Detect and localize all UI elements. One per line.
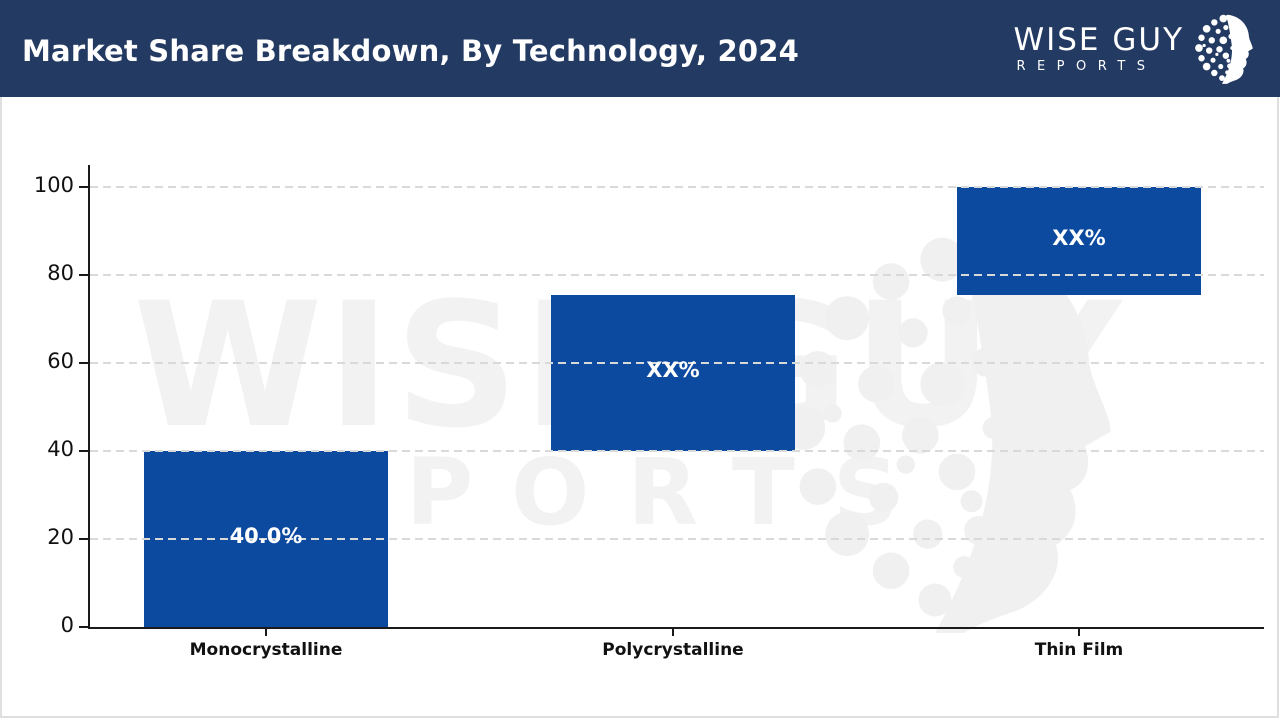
chart-canvas: WISE GUY REPORTS 0 20 40 60 80 100 40.0% Monocr…	[0, 97, 1280, 720]
category-label: Polycrystalline	[602, 640, 744, 660]
gridline	[90, 538, 1264, 540]
y-tick-label: 60	[47, 349, 74, 373]
y-tick-mark	[79, 186, 88, 188]
x-tick-mark	[1078, 627, 1080, 636]
y-tick-mark	[79, 450, 88, 452]
gridline	[90, 274, 1264, 276]
gridline	[90, 450, 1264, 452]
y-tick-mark	[79, 362, 88, 364]
brand-subname: REPORTS	[1016, 58, 1157, 74]
gridline	[90, 362, 1264, 364]
x-tick-mark	[265, 627, 267, 636]
bar	[957, 187, 1201, 295]
y-tick-label: 100	[33, 173, 74, 197]
brand-logo: WISE GUY REPORTS	[1013, 14, 1254, 84]
bar-value-label: XX%	[646, 357, 700, 382]
bar	[551, 294, 795, 451]
plot-area: 0 20 40 60 80 100 40.0% Monocrystalline XX% Polyc…	[34, 165, 1264, 660]
page-title: Market Share Breakdown, By Technology, 2…	[22, 33, 800, 68]
y-tick-label: 80	[47, 261, 74, 285]
y-tick-mark	[79, 538, 88, 540]
brand-name: WISE GUY	[1013, 21, 1184, 58]
y-tick-mark	[79, 274, 88, 276]
brand-logo-text: WISE GUY REPORTS	[1013, 21, 1184, 74]
dotted-face-logo-icon	[1190, 12, 1254, 84]
category-label: Monocrystalline	[189, 640, 343, 660]
bar-value-label: XX%	[1052, 225, 1106, 250]
y-tick-label: 20	[47, 525, 74, 549]
y-tick-label: 0	[60, 613, 74, 637]
bar-value-label: 40.0%	[229, 524, 303, 548]
header: Market Share Breakdown, By Technology, 2…	[0, 0, 1280, 97]
x-tick-mark	[672, 627, 674, 636]
y-tick-mark	[79, 626, 88, 628]
category-label: Thin Film	[1034, 640, 1124, 660]
y-tick-label: 40	[47, 437, 74, 461]
gridline	[90, 186, 1264, 188]
